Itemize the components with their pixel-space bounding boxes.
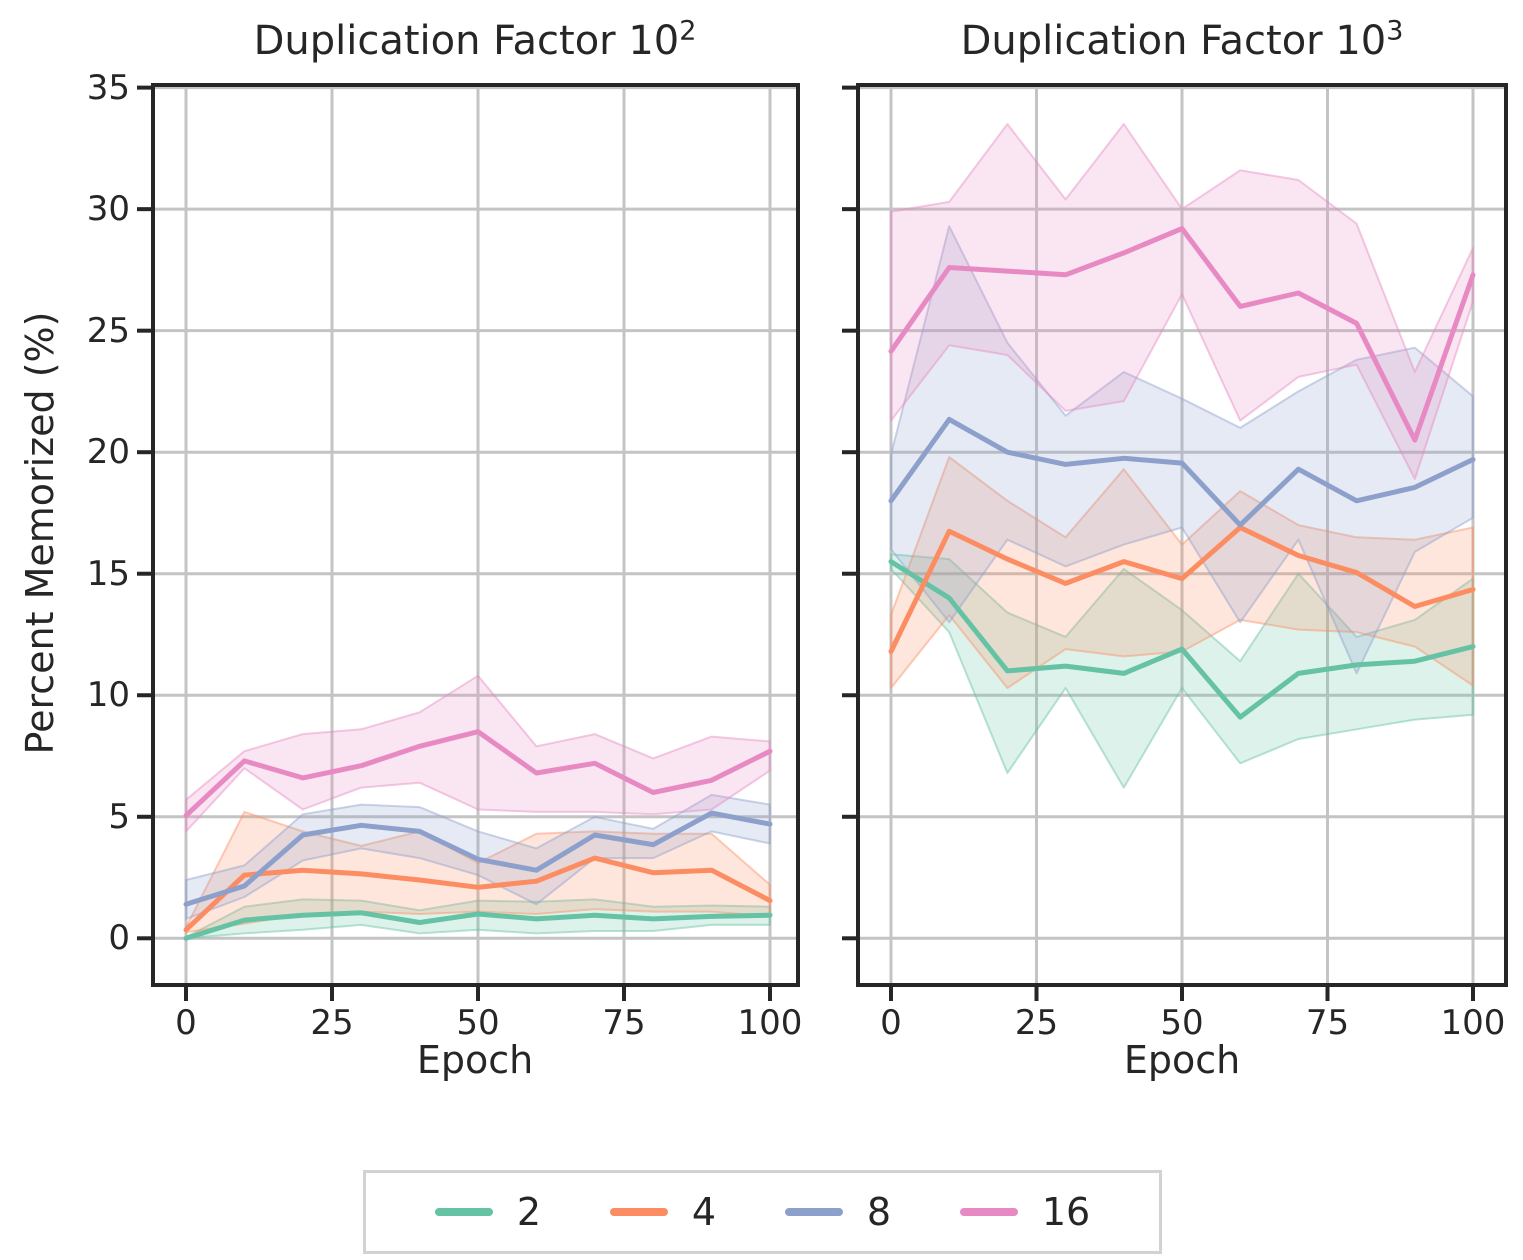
left-plot-title: Duplication Factor 102 <box>254 18 697 64</box>
x-tick-label-25: 25 <box>310 1003 354 1043</box>
series-line-4 <box>183 855 773 933</box>
y-tick-label-35: 35 <box>86 67 130 108</box>
y-tick-label-25: 25 <box>86 310 130 351</box>
legend-line-swatch-16 <box>959 1208 1018 1216</box>
series-line-16 <box>183 729 773 819</box>
series-line-2 <box>183 910 773 941</box>
legend-label-8: 8 <box>866 1190 891 1234</box>
y-tick-label-10: 10 <box>86 675 130 716</box>
x-tick-label-25: 25 <box>1014 1003 1059 1043</box>
right-plot-title-exponent: 3 <box>1386 15 1404 47</box>
legend-label-2: 2 <box>516 1190 541 1234</box>
x-tick-label-50: 50 <box>456 1003 500 1043</box>
right-x-axis-label: Epoch <box>1123 1038 1241 1082</box>
legend-line-swatch-4 <box>609 1208 668 1216</box>
series-line-2 <box>888 559 1476 720</box>
x-tick-label-75: 75 <box>1305 1003 1350 1043</box>
right-plot-title: Duplication Factor 103 <box>961 18 1404 64</box>
y-tick-label-20: 20 <box>86 432 130 473</box>
series-line-16 <box>888 226 1476 443</box>
series-band-2 <box>185 898 771 940</box>
legend-item-4: 4 <box>609 1190 716 1234</box>
legend-item-8: 8 <box>784 1190 891 1234</box>
legend-item-16: 16 <box>959 1190 1091 1234</box>
series-band-2 <box>890 553 1474 789</box>
x-tick-label-100: 100 <box>1440 1003 1506 1043</box>
x-tick-label-100: 100 <box>737 1003 803 1043</box>
y-tick-label-30: 30 <box>86 189 130 230</box>
y-tick-label-15: 15 <box>86 553 130 594</box>
series-band-16 <box>185 674 771 833</box>
left-x-axis-label: Epoch <box>416 1038 534 1082</box>
plot-data <box>888 123 1476 789</box>
left-plot-title-exponent: 2 <box>679 15 697 47</box>
x-tick-label-50: 50 <box>1160 1003 1204 1043</box>
series-line-8 <box>888 416 1476 528</box>
left-plot-title-text: Duplication Factor 10 <box>253 18 680 64</box>
x-tick-label-0: 0 <box>175 1003 197 1043</box>
legend: 2 4 8 16 <box>363 1170 1162 1254</box>
legend-item-2: 2 <box>434 1190 541 1234</box>
plot-left <box>137 83 800 1001</box>
axes-spines <box>151 83 800 987</box>
series-line-8 <box>183 810 773 907</box>
right-plot-title-text: Duplication Factor 10 <box>960 18 1387 64</box>
series-band-16 <box>890 123 1474 480</box>
series-line-4 <box>888 525 1476 654</box>
y-tick-label-5: 5 <box>108 796 130 837</box>
y-axis-label: Percent Memorized (%) <box>18 311 62 755</box>
x-tick-label-75: 75 <box>602 1003 646 1043</box>
plot-right <box>842 83 1508 1001</box>
legend-line-swatch-2 <box>434 1208 493 1216</box>
legend-label-16: 16 <box>1041 1190 1091 1234</box>
series-band-4 <box>890 456 1474 689</box>
y-tick-label-0: 0 <box>108 918 130 959</box>
legend-label-4: 4 <box>691 1190 716 1234</box>
legend-line-swatch-8 <box>784 1208 843 1216</box>
x-tick-label-0: 0 <box>880 1003 902 1043</box>
plot-data <box>183 674 773 941</box>
